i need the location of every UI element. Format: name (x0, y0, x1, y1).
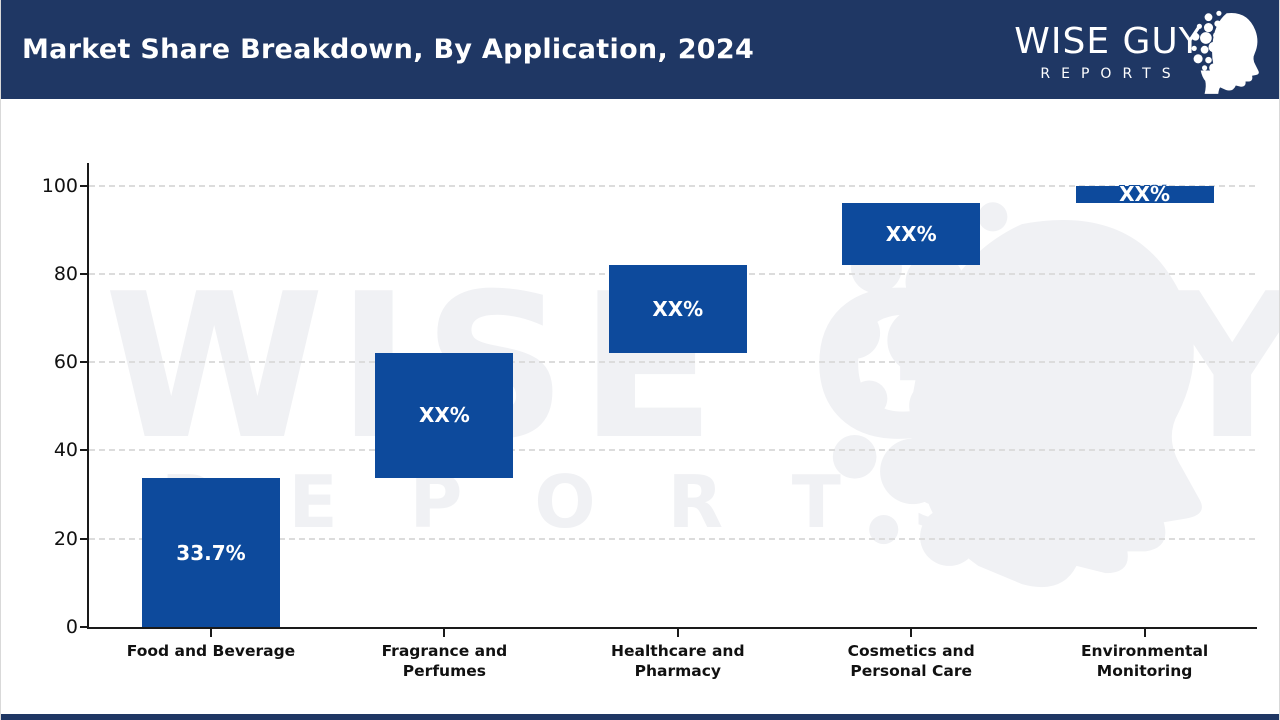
gridline (89, 449, 1255, 452)
wiseguy-logo: WISE GUY REPORTS (1013, 6, 1265, 94)
x-axis (87, 627, 1257, 629)
bar-segment (1075, 185, 1214, 203)
y-axis-tick (80, 449, 89, 452)
y-axis-tick (80, 272, 89, 275)
x-axis-category-label: Healthcare and Pharmacy (611, 642, 745, 680)
y-axis-tick (80, 361, 89, 364)
bar-value-label: 33.7% (176, 540, 246, 565)
x-axis-tick (443, 629, 446, 637)
bar-segment (142, 478, 280, 627)
logo-subtext: REPORTS (1040, 66, 1182, 82)
footer-strip (1, 714, 1279, 720)
bar-value-label: XX% (418, 403, 470, 428)
y-axis-tick (80, 537, 89, 540)
gridline (89, 184, 1255, 187)
logo-wordmark: WISE GUY (1014, 21, 1202, 62)
bar-segment (375, 352, 514, 479)
x-axis-tick (210, 629, 212, 637)
y-axis-label: 20 (53, 527, 78, 550)
wiseguy-head-icon (1191, 10, 1259, 94)
y-axis-label: 0 (65, 616, 78, 638)
bar-value-label: XX% (652, 296, 704, 321)
y-axis-tick (80, 184, 89, 187)
x-axis-category-label: Environmental Monitoring (1080, 642, 1209, 680)
y-axis (87, 163, 89, 629)
header-bar: Market Share Breakdown, By Application, … (1, 0, 1279, 99)
watermark-subtext: REPORTS (161, 460, 1037, 544)
bar-segment (608, 264, 747, 353)
x-axis-tick (676, 629, 679, 637)
y-axis-label: 100 (41, 174, 78, 197)
y-axis-label: 40 (53, 439, 78, 462)
x-axis-category-label: Cosmetics and Personal Care (847, 642, 975, 680)
gridline (89, 361, 1255, 364)
logo-text: WISE GUY REPORTS (1013, 22, 1203, 84)
bar-segment (842, 202, 981, 265)
y-axis-tick (80, 626, 89, 628)
watermark-face-icon (831, 202, 1202, 588)
page-title: Market Share Breakdown, By Application, … (22, 34, 755, 65)
bar-value-label: XX% (1119, 182, 1171, 207)
waterfall-chart: 0 20 40 60 80 100 33.7% Food and Beverage XX% Fra… (1, 99, 1279, 714)
gridline (89, 537, 1255, 540)
bar-value-label: XX% (885, 221, 937, 246)
x-axis-category-label: Food and Beverage (126, 642, 296, 660)
x-axis-tick (1143, 629, 1146, 637)
y-axis-label: 80 (53, 262, 78, 285)
x-axis-category-label: Fragrance and Perfumes (381, 642, 508, 680)
x-axis-tick (910, 629, 913, 637)
y-axis-label: 60 (53, 351, 78, 374)
